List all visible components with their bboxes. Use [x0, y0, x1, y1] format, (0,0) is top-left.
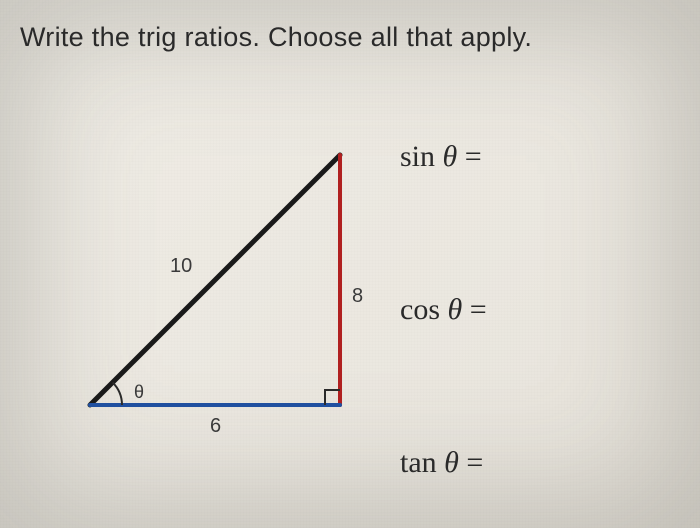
- cos-equation: cos θ =: [400, 293, 640, 327]
- sin-equals: =: [465, 140, 482, 173]
- adjacent-label: 6: [210, 415, 221, 438]
- cos-theta: θ: [448, 293, 463, 326]
- theta-label: θ: [134, 382, 144, 403]
- hypotenuse-line: [90, 155, 340, 405]
- sin-fn: sin: [400, 140, 435, 173]
- tan-equals: =: [466, 446, 483, 479]
- tan-fn: tan: [400, 446, 437, 479]
- cos-equals: =: [470, 293, 487, 326]
- triangle-diagram: 10 8 6 θ: [60, 130, 360, 430]
- question-text: Write the trig ratios. Choose all that a…: [20, 22, 532, 53]
- sin-equation: sin θ =: [400, 140, 640, 174]
- tan-theta: θ: [444, 446, 459, 479]
- opposite-label: 8: [352, 285, 363, 308]
- equations-column: sin θ = cos θ = tan θ =: [400, 140, 640, 480]
- sin-theta: θ: [443, 140, 458, 173]
- hypotenuse-label: 10: [170, 255, 192, 278]
- triangle-svg: [60, 130, 380, 440]
- cos-fn: cos: [400, 293, 440, 326]
- right-angle-marker: [325, 390, 340, 405]
- theta-arc: [113, 382, 122, 405]
- tan-equation: tan θ =: [400, 446, 640, 480]
